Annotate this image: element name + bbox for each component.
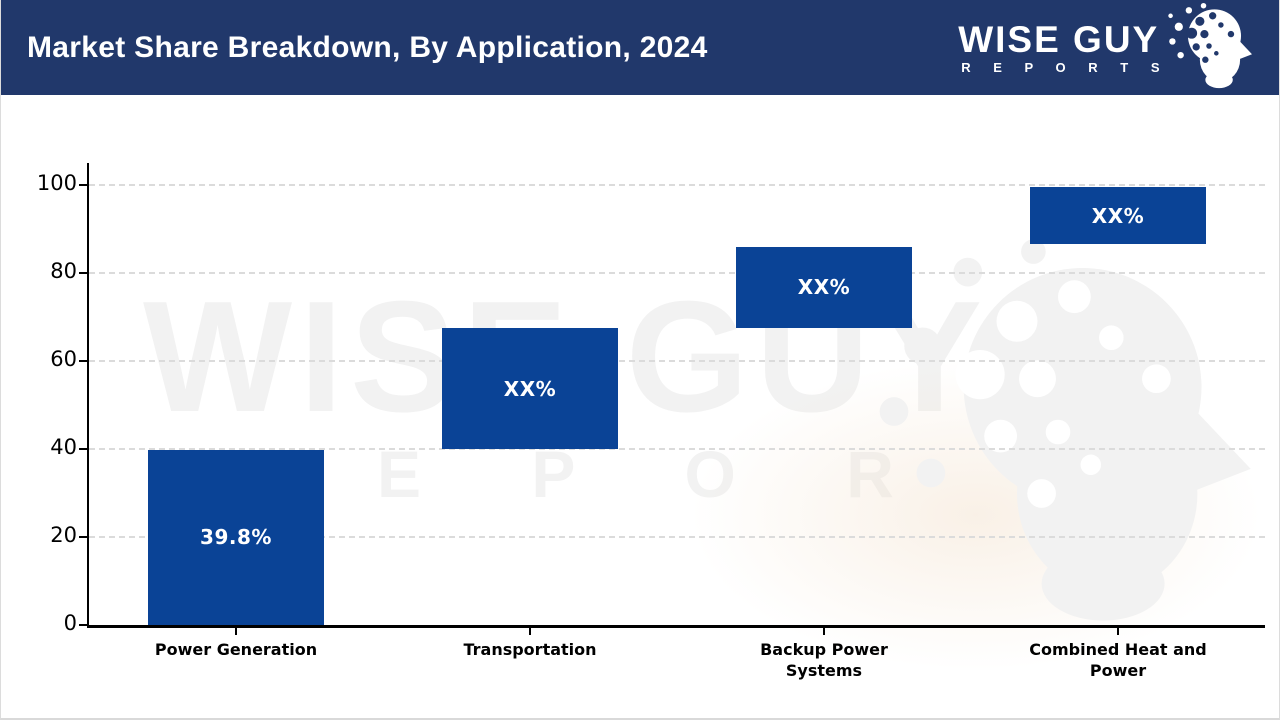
gridline-40 — [89, 448, 1265, 450]
gridline-20 — [89, 536, 1265, 538]
logo-subtitle: R E P O R T S — [961, 59, 1169, 75]
category-label-backup-power-systems: Backup Power Systems — [674, 639, 974, 681]
header: Market Share Breakdown, By Application, … — [1, 0, 1279, 95]
bar-value-label-transportation: XX% — [503, 376, 557, 401]
x-axis-tick-1 — [529, 628, 531, 635]
category-label-line: Transportation — [463, 640, 597, 659]
y-axis-tick-100 — [79, 184, 87, 186]
bar-value-label-backup-power-systems: XX% — [797, 275, 851, 300]
x-axis-tick-0 — [235, 628, 237, 635]
bar-combined-heat-and-power: XX% — [1030, 187, 1206, 245]
y-axis-tick-60 — [79, 360, 87, 362]
x-axis-tick-2 — [823, 628, 825, 635]
category-label-line: Systems — [785, 661, 863, 680]
gridline-60 — [89, 360, 1265, 362]
category-label-line: Power — [1089, 661, 1147, 680]
y-axis-tick-label-60: 60 — [50, 347, 77, 371]
y-axis-tick-label-40: 40 — [50, 435, 77, 459]
bar-transportation: XX% — [442, 328, 618, 449]
x-axis-tick-3 — [1117, 628, 1119, 635]
category-label-line: Combined Heat and — [1029, 640, 1207, 659]
y-axis-tick-40 — [79, 448, 87, 450]
chart-title: Market Share Breakdown, By Application, … — [27, 30, 708, 64]
wiseguy-logo: WISE GUY R E P O R T S — [958, 2, 1255, 93]
y-axis-line — [87, 163, 89, 625]
logo-text: WISE GUY R E P O R T S — [958, 18, 1169, 75]
category-label-combined-heat-and-power: Combined Heat and Power — [968, 639, 1268, 681]
logo-name: WISE GUY — [958, 18, 1160, 60]
bar-backup-power-systems: XX% — [736, 246, 912, 328]
y-axis-tick-label-20: 20 — [50, 523, 77, 547]
x-axis-line — [87, 625, 1265, 628]
gridline-100 — [89, 184, 1265, 186]
category-label-power-generation: Power Generation — [86, 639, 386, 660]
y-axis-tick-label-100: 100 — [36, 171, 77, 195]
bar-value-label-combined-heat-and-power: XX% — [1091, 203, 1145, 228]
y-axis-tick-label-80: 80 — [50, 259, 77, 283]
wiseguy-head-icon — [1163, 2, 1255, 93]
bar-value-label-power-generation: 39.8% — [200, 525, 272, 550]
y-axis-tick-80 — [79, 272, 87, 274]
category-label-transportation: Transportation — [380, 639, 680, 660]
gridline-80 — [89, 272, 1265, 274]
category-label-line: Power Generation — [154, 640, 318, 659]
bar-power-generation: 39.8% — [148, 449, 324, 625]
y-axis-tick-20 — [79, 536, 87, 538]
y-axis-tick-0 — [79, 624, 87, 626]
watermark-head-icon — [853, 222, 1263, 646]
category-label-line: Backup Power — [760, 640, 888, 659]
y-axis-tick-label-0: 0 — [63, 611, 77, 635]
